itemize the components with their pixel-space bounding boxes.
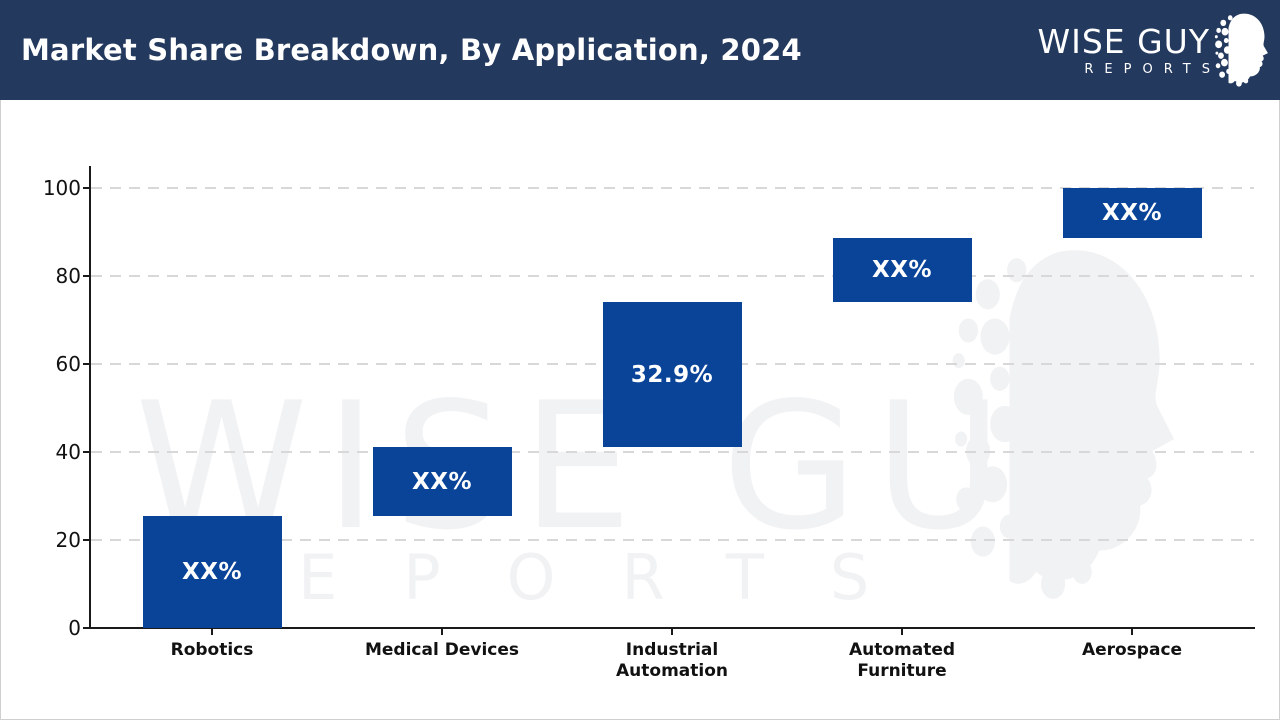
y-axis	[89, 166, 91, 629]
header: Market Share Breakdown, By Application, …	[0, 0, 1280, 100]
x-axis	[89, 627, 1255, 629]
y-tick-label: 0	[68, 616, 81, 640]
brand-name: WISE GUY	[1037, 21, 1210, 61]
y-axis-tick	[83, 362, 89, 365]
x-category-label-line: Automated	[848, 640, 956, 660]
y-axis-tick	[83, 538, 89, 541]
bar-value-label: XX%	[411, 468, 472, 495]
bar: XX%	[142, 516, 282, 628]
x-axis-tick	[901, 629, 903, 635]
bar: 32.9%	[602, 302, 742, 448]
x-category-label-line: Medical Devices	[364, 640, 519, 660]
y-axis-tick	[83, 450, 89, 453]
x-axis-tick	[211, 629, 213, 635]
watermark-subtext: REPORTS	[189, 541, 936, 614]
chart-area: WISE GUY REPORTS XX% XX% 32.9% XX% XX% 0 20 40…	[1, 100, 1279, 719]
bar: XX%	[832, 238, 972, 303]
bar-value-label: XX%	[871, 257, 932, 284]
x-category-label: Aerospace	[1032, 640, 1232, 661]
x-category-label: Robotics	[112, 640, 312, 661]
watermark-face-icon	[952, 250, 1175, 599]
gridline	[91, 274, 1254, 277]
bar: XX%	[1062, 187, 1202, 239]
brand-logo-text: WISE GUY REPORTS	[1037, 25, 1210, 76]
bar: XX%	[372, 447, 512, 517]
gridline	[91, 450, 1254, 453]
gridline	[91, 186, 1254, 189]
y-tick-label: 100	[42, 175, 81, 200]
y-axis-tick	[83, 627, 89, 629]
x-category-label: Industrial Automation	[572, 640, 772, 682]
bar-value-label: 32.9%	[630, 361, 714, 388]
x-axis-tick	[441, 629, 443, 635]
brand-logo: WISE GUY REPORTS	[1037, 6, 1272, 94]
x-category-label-line: Aerospace	[1081, 640, 1183, 660]
y-axis-tick	[83, 274, 89, 277]
x-category-label-line: Furniture	[857, 661, 947, 681]
x-axis-tick	[671, 629, 673, 635]
y-tick-label: 20	[55, 527, 81, 552]
page-title: Market Share Breakdown, By Application, …	[21, 33, 802, 67]
y-tick-label: 80	[55, 263, 81, 288]
x-category-label-line: Industrial	[625, 640, 719, 660]
brand-subtitle: REPORTS	[1084, 61, 1221, 77]
bar-value-label: XX%	[1101, 199, 1162, 226]
gridline	[91, 538, 1254, 541]
y-tick-label: 40	[55, 439, 81, 464]
brand-face-icon	[1214, 13, 1268, 87]
x-category-label: Medical Devices	[342, 640, 542, 661]
x-axis-tick	[1131, 629, 1133, 635]
y-axis-tick	[83, 186, 89, 189]
x-category-label-line: Robotics	[170, 640, 254, 660]
x-category-label: Automated Furniture	[802, 640, 1002, 682]
y-tick-label: 60	[55, 351, 81, 376]
x-category-label-line: Automation	[616, 661, 728, 681]
bar-value-label: XX%	[181, 559, 242, 586]
